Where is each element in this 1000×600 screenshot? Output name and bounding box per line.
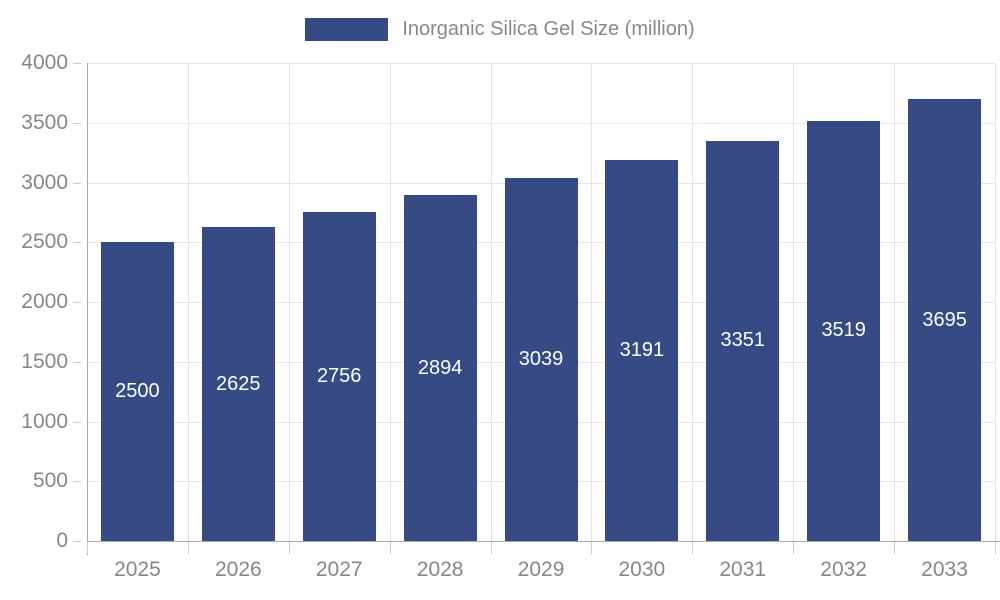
y-tick-mark — [73, 302, 81, 303]
x-tick-mark — [995, 542, 996, 554]
bar: 3039 — [504, 177, 578, 541]
gridline-vertical — [390, 63, 391, 541]
bar-value-label: 3191 — [619, 338, 665, 361]
x-tick-label: 2030 — [618, 558, 666, 581]
y-tick-label: 1000 — [21, 410, 68, 433]
x-tick-mark — [289, 542, 290, 554]
bar: 3191 — [605, 159, 679, 541]
x-tick-mark — [188, 542, 189, 554]
gridline-vertical — [995, 63, 996, 541]
chart-legend: Inorganic Silica Gel Size (million) — [0, 18, 1000, 41]
gridline-horizontal — [87, 63, 995, 64]
y-tick-mark — [73, 123, 81, 124]
gridline-vertical — [591, 63, 592, 541]
x-tick-mark — [692, 542, 693, 554]
x-tick-mark — [491, 542, 492, 554]
y-tick-mark — [73, 242, 81, 243]
y-tick-label: 3000 — [21, 171, 68, 194]
gridline-horizontal — [87, 123, 995, 124]
bar-value-label: 2625 — [216, 372, 261, 395]
bar: 2894 — [403, 195, 477, 541]
bar: 3351 — [706, 140, 780, 541]
gridline-vertical — [894, 63, 895, 541]
y-tick-mark — [73, 63, 81, 64]
bar: 2500 — [100, 242, 174, 541]
bar-value-label: 3351 — [720, 329, 766, 352]
y-tick-label: 3500 — [21, 111, 68, 134]
bar: 2625 — [201, 227, 275, 541]
bar-value-label: 2500 — [115, 380, 160, 403]
gridline-vertical — [692, 63, 693, 541]
y-axis-line — [87, 63, 88, 555]
y-tick-mark — [73, 183, 81, 184]
x-tick-label: 2031 — [719, 558, 767, 581]
y-tick-mark — [73, 422, 81, 423]
bar-value-label: 2756 — [316, 364, 362, 387]
gridline-vertical — [289, 63, 290, 541]
legend-swatch — [305, 18, 389, 41]
legend-label: Inorganic Silica Gel Size (million) — [402, 18, 695, 40]
x-tick-label: 2029 — [517, 558, 565, 581]
x-tick-label: 2027 — [315, 558, 363, 581]
y-tick-label: 4000 — [21, 51, 68, 74]
bar: 3695 — [908, 99, 982, 541]
bar-value-label: 3039 — [518, 347, 564, 370]
bar-value-label: 2894 — [417, 356, 463, 379]
y-tick-label: 1500 — [21, 350, 68, 373]
y-tick-label: 500 — [32, 469, 68, 492]
y-tick-label: 0 — [56, 529, 68, 552]
gridline-vertical — [491, 63, 492, 541]
gridline-vertical — [793, 63, 794, 541]
plot-area: 2500 2625 2756 2894 3039 3191 3351 3519 3695 — [87, 63, 996, 541]
x-tick-label: 2025 — [114, 558, 161, 581]
x-tick-label: 2032 — [820, 558, 867, 581]
x-tick-label: 2028 — [416, 558, 464, 581]
x-tick-label: 2033 — [921, 558, 968, 581]
bar-value-label: 3695 — [922, 308, 967, 331]
y-tick-mark — [73, 481, 81, 482]
y-tick-label: 2500 — [21, 230, 68, 253]
x-tick-mark — [894, 542, 895, 554]
x-axis-line — [87, 541, 1000, 542]
x-tick-mark — [591, 542, 592, 554]
x-tick-label: 2026 — [214, 558, 262, 581]
y-tick-mark — [73, 362, 81, 363]
gridline-vertical — [188, 63, 189, 541]
x-tick-mark — [793, 542, 794, 554]
bar-value-label: 3519 — [821, 319, 866, 342]
y-tick-label: 2000 — [21, 290, 68, 313]
bar: 3519 — [807, 120, 881, 541]
y-tick-mark — [73, 541, 81, 542]
bar: 2756 — [302, 211, 376, 541]
x-tick-mark — [87, 542, 88, 554]
x-tick-mark — [390, 542, 391, 554]
